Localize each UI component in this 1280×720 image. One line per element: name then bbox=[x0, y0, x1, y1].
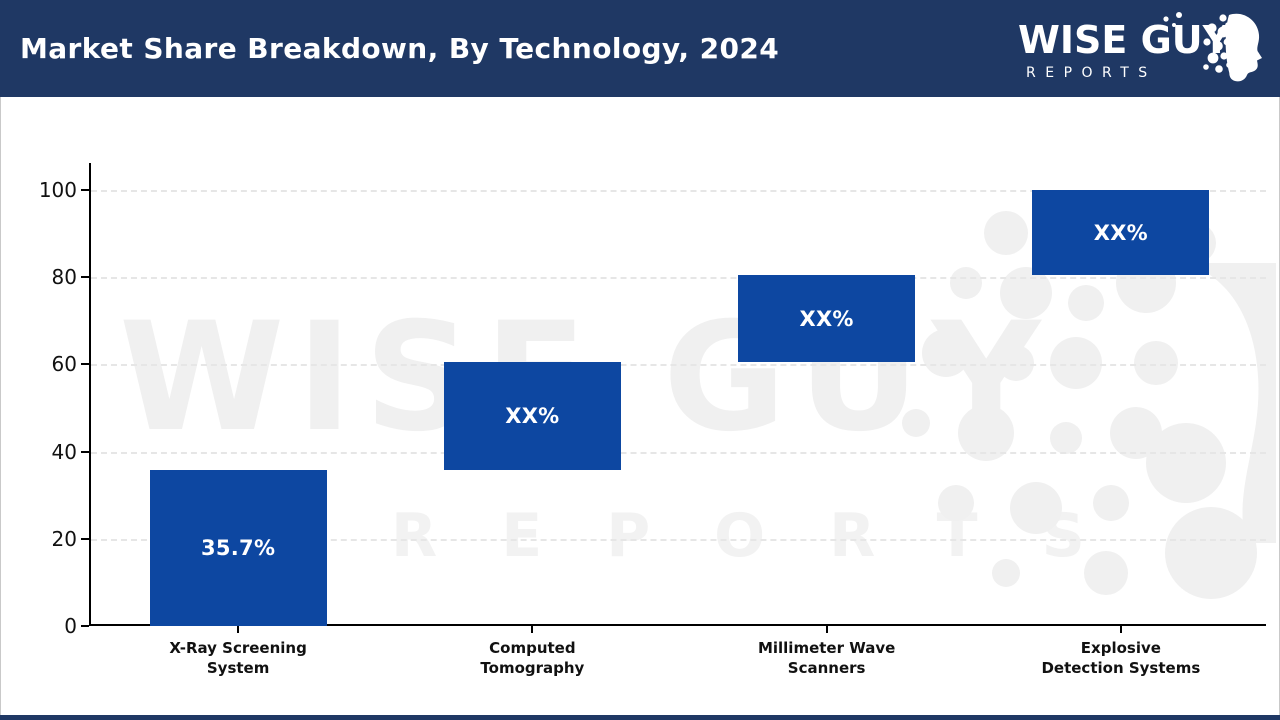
logo-wordmark: WISE GUY bbox=[1018, 18, 1231, 62]
y-tick-mark-40 bbox=[81, 450, 89, 453]
bar-segment-4: XX% bbox=[1032, 190, 1210, 276]
bar-value-label: XX% bbox=[799, 306, 854, 331]
x-tick-mark-1 bbox=[237, 626, 240, 633]
bar-segment-1: 35.7% bbox=[149, 470, 327, 626]
category-label-4: Explosive Detection Systems bbox=[1041, 639, 1201, 677]
y-tick-label-40: 40 bbox=[51, 439, 77, 464]
x-tick-mark-4 bbox=[1119, 626, 1122, 633]
page-title: Market Share Breakdown, By Technology, 2… bbox=[20, 32, 780, 65]
y-tick-label-0: 0 bbox=[64, 614, 77, 638]
gridline-60 bbox=[91, 364, 1266, 367]
y-tick-mark-80 bbox=[81, 276, 89, 279]
bar-value-label: XX% bbox=[505, 404, 560, 429]
chart-body: WISE GUY REPORTS bbox=[0, 97, 1280, 715]
gridline-80 bbox=[91, 277, 1266, 280]
category-label-2: Computed Tomography bbox=[480, 639, 585, 677]
header-bar: Market Share Breakdown, By Technology, 2… bbox=[0, 0, 1280, 97]
footer-accent-bar bbox=[0, 715, 1280, 720]
y-tick-label-80: 80 bbox=[51, 265, 77, 290]
logo-graphic: WISE GUY REPORTS bbox=[1018, 11, 1262, 81]
gridline-40 bbox=[91, 451, 1266, 454]
y-tick-label-60: 60 bbox=[51, 352, 77, 377]
category-label-1: X-Ray Screening System bbox=[169, 639, 307, 677]
x-tick-mark-2 bbox=[531, 626, 534, 633]
y-tick-mark-0 bbox=[81, 625, 89, 627]
y-tick-mark-20 bbox=[81, 537, 89, 540]
logo-subtitle: REPORTS bbox=[1026, 65, 1157, 81]
gridline-100 bbox=[91, 190, 1266, 192]
gridline-20 bbox=[91, 538, 1266, 541]
y-tick-mark-100 bbox=[81, 189, 89, 191]
bar-segment-2: XX% bbox=[443, 362, 621, 471]
bar-segment-3: XX% bbox=[738, 275, 916, 363]
y-tick-label-100: 100 bbox=[38, 178, 77, 202]
bar-value-label: 35.7% bbox=[200, 536, 276, 561]
logo-face-icon bbox=[1203, 13, 1262, 81]
bar-value-label: XX% bbox=[1093, 220, 1149, 245]
category-label-3: Millimeter Wave Scanners bbox=[757, 639, 896, 677]
y-tick-label-20: 20 bbox=[51, 526, 77, 551]
plot-area: WISE GUY REPORTS bbox=[39, 163, 1276, 677]
x-tick-mark-3 bbox=[825, 626, 828, 633]
wise-guy-reports-logo: WISE GUY REPORTS bbox=[1016, 7, 1266, 91]
y-tick-mark-60 bbox=[81, 363, 89, 366]
